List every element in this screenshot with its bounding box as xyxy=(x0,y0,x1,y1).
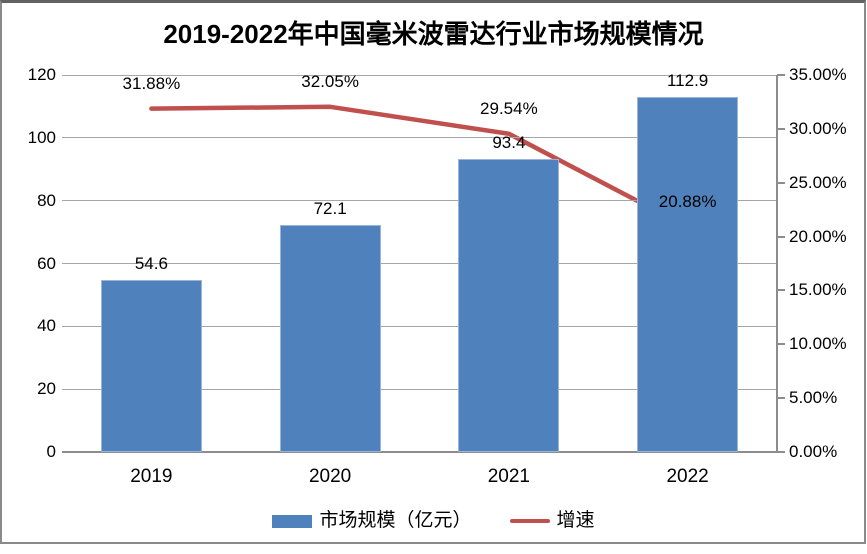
x-axis-label-2019: 2019 xyxy=(130,466,173,487)
left-axis-tick-label-60: 60 xyxy=(37,253,56,273)
x-axis-label-2020: 2020 xyxy=(308,466,352,487)
right-axis-line xyxy=(776,75,778,452)
right-axis-tick-15.00% xyxy=(777,289,785,292)
bar-2020 xyxy=(280,225,381,452)
growth-rate-line xyxy=(149,104,690,230)
right-axis-tick-35.00% xyxy=(777,74,785,76)
legend-label: 市场规模（亿元） xyxy=(319,510,472,531)
legend-item-market-size: 市场规模（亿元） xyxy=(272,509,472,533)
growth-point-label-2019: 31.88% xyxy=(122,73,181,93)
left-axis-tick-label-40: 40 xyxy=(37,316,56,336)
bar-value-label-2021: 93.4 xyxy=(492,132,526,152)
x-axis-line xyxy=(62,451,777,453)
gridline-60 xyxy=(62,263,777,264)
right-axis-tick-20.00% xyxy=(777,235,785,238)
bar-2021 xyxy=(458,158,559,452)
legend-label: 增速 xyxy=(556,510,595,531)
gridline-20 xyxy=(62,388,777,390)
growth-point-label-2021: 29.54% xyxy=(480,98,538,118)
legend-bar-swatch xyxy=(272,514,313,528)
right-axis-tick-0.00% xyxy=(777,451,785,453)
right-axis-tick-label-35.00%: 35.00% xyxy=(789,65,847,84)
right-axis-tick-label-20.00%: 20.00% xyxy=(789,226,847,246)
right-axis-tick-label-5.00%: 5.00% xyxy=(789,388,838,408)
left-axis-tick-label-120: 120 xyxy=(27,65,56,84)
legend-item-growth-rate: 增速 xyxy=(509,509,595,533)
growth-point-label-2022: 20.88% xyxy=(658,192,717,212)
right-axis-tick-label-30.00%: 30.00% xyxy=(789,118,847,138)
left-axis-tick-label-100: 100 xyxy=(27,127,56,147)
x-axis-label-2022: 2022 xyxy=(666,466,709,487)
x-axis-label-2021: 2021 xyxy=(487,466,531,487)
bar-2019 xyxy=(101,280,202,452)
right-axis-tick-label-25.00%: 25.00% xyxy=(789,172,847,192)
right-axis-tick-10.00% xyxy=(777,343,785,346)
gridline-40 xyxy=(62,325,777,327)
legend: 市场规模（亿元） 增速 xyxy=(0,506,867,536)
bar-2022 xyxy=(637,97,738,452)
growth-point-label-2020: 32.05% xyxy=(301,71,359,91)
right-axis-tick-30.00% xyxy=(777,127,785,130)
bar-value-label-2022: 112.9 xyxy=(666,71,709,91)
right-axis-tick-label-15.00%: 15.00% xyxy=(789,280,847,300)
left-axis-tick-label-0: 0 xyxy=(46,442,56,461)
bar-value-label-2020: 72.1 xyxy=(313,199,347,219)
right-axis-tick-label-10.00%: 10.00% xyxy=(789,334,847,354)
right-axis-tick-label-0.00%: 0.00% xyxy=(789,442,838,461)
chart-title: 2019-2022年中国毫米波雷达行业市场规模情况 xyxy=(163,19,704,49)
right-axis-tick-5.00% xyxy=(777,397,785,400)
left-axis-tick-label-80: 80 xyxy=(37,190,56,210)
bar-value-label-2019: 54.6 xyxy=(134,254,168,274)
legend-line-swatch xyxy=(509,519,550,523)
gridline-100 xyxy=(62,137,777,139)
gridline-120 xyxy=(62,74,777,76)
left-axis-tick-label-20: 20 xyxy=(37,379,56,399)
right-axis-tick-25.00% xyxy=(777,181,785,184)
gridline-80 xyxy=(62,200,777,202)
